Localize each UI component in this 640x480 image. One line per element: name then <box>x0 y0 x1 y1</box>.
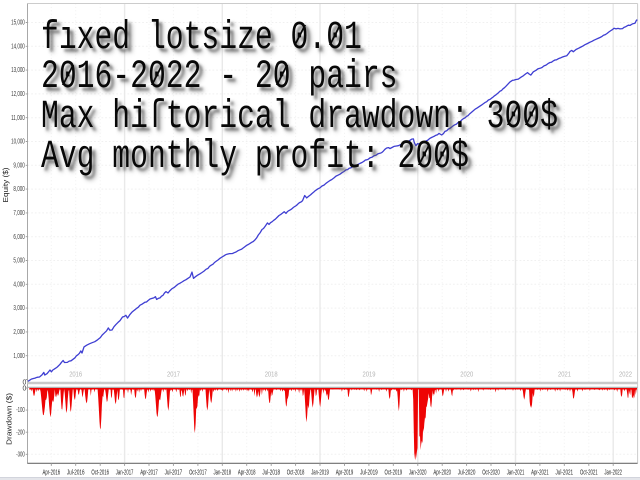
svg-text:Jan-2020: Jan-2020 <box>409 470 427 477</box>
svg-text:Equity ($): Equity ($) <box>3 168 10 203</box>
svg-text:Jan-2017: Jan-2017 <box>116 470 134 477</box>
svg-text:Apr-2019: Apr-2019 <box>336 470 354 477</box>
svg-text:-100: -100 <box>16 407 25 414</box>
svg-text:7,000: 7,000 <box>13 210 25 217</box>
svg-text:12,000: 12,000 <box>11 91 25 98</box>
svg-text:Jul-2021: Jul-2021 <box>556 470 574 477</box>
svg-text:Oct-2020: Oct-2020 <box>482 470 500 477</box>
svg-text:Jan-2022: Jan-2022 <box>604 470 622 477</box>
svg-text:8,000: 8,000 <box>13 186 25 193</box>
svg-text:6,000: 6,000 <box>13 234 25 241</box>
svg-text:2022: 2022 <box>619 372 632 379</box>
svg-text:Jul-2020: Jul-2020 <box>458 470 476 477</box>
svg-text:-200: -200 <box>16 429 25 436</box>
svg-text:Jan-2021: Jan-2021 <box>507 470 525 477</box>
svg-text:Drawdown ($): Drawdown ($) <box>5 392 14 445</box>
svg-text:2021: 2021 <box>558 372 571 379</box>
svg-text:4,000: 4,000 <box>13 281 25 288</box>
svg-text:Apr-2018: Apr-2018 <box>238 470 256 477</box>
svg-text:13,000: 13,000 <box>11 67 25 74</box>
svg-text:Jan-2019: Jan-2019 <box>311 470 329 477</box>
svg-text:10,000: 10,000 <box>11 139 25 146</box>
svg-text:Oct-2016: Oct-2016 <box>91 470 109 477</box>
svg-text:Jul-2018: Jul-2018 <box>262 470 280 477</box>
svg-text:1,000: 1,000 <box>13 353 25 360</box>
svg-text:11,000: 11,000 <box>11 115 25 122</box>
svg-text:2018: 2018 <box>265 372 278 379</box>
svg-text:9,000: 9,000 <box>13 162 25 169</box>
svg-text:2,000: 2,000 <box>13 329 25 336</box>
svg-text:15,000: 15,000 <box>11 20 25 27</box>
svg-text:Jul-2016: Jul-2016 <box>67 470 85 477</box>
svg-text:2019: 2019 <box>363 372 376 379</box>
svg-text:Apr-2021: Apr-2021 <box>531 470 549 477</box>
svg-text:Apr-2016: Apr-2016 <box>43 470 61 477</box>
svg-text:2016: 2016 <box>69 372 82 379</box>
svg-text:3,000: 3,000 <box>13 305 25 312</box>
svg-text:Jul-2019: Jul-2019 <box>360 470 378 477</box>
svg-text:Oct-2019: Oct-2019 <box>385 470 403 477</box>
svg-text:Apr-2020: Apr-2020 <box>433 470 451 477</box>
svg-text:-300: -300 <box>16 451 25 458</box>
svg-text:5,000: 5,000 <box>13 258 25 265</box>
svg-text:2020: 2020 <box>460 372 473 379</box>
svg-text:0: 0 <box>23 380 27 387</box>
svg-text:14,000: 14,000 <box>11 43 25 50</box>
svg-text:Apr-2017: Apr-2017 <box>140 470 158 477</box>
svg-text:0: 0 <box>23 386 27 393</box>
svg-text:Oct-2021: Oct-2021 <box>580 470 598 477</box>
svg-text:2017: 2017 <box>167 372 180 379</box>
svg-text:Oct-2018: Oct-2018 <box>287 470 305 477</box>
svg-text:Oct-2017: Oct-2017 <box>189 470 207 477</box>
svg-text:Jan-2018: Jan-2018 <box>214 470 232 477</box>
svg-text:Jul-2017: Jul-2017 <box>165 470 183 477</box>
